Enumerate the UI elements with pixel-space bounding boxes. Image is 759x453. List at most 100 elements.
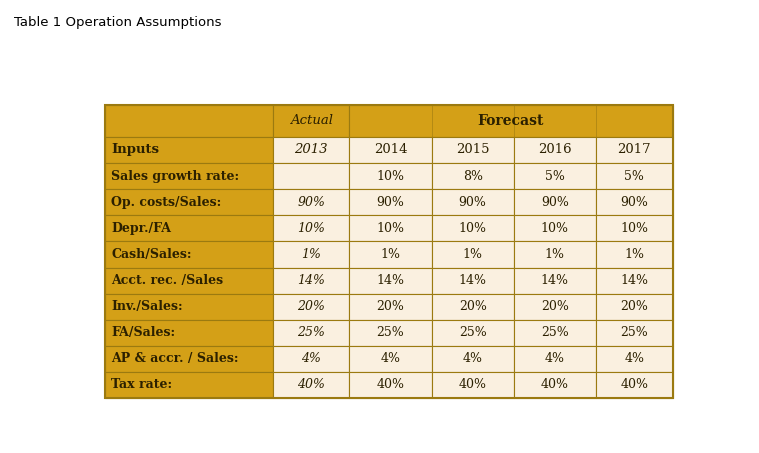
- Text: 8%: 8%: [463, 170, 483, 183]
- Text: 14%: 14%: [541, 274, 568, 287]
- Text: 90%: 90%: [541, 196, 568, 209]
- Bar: [272, 189, 349, 215]
- Text: 40%: 40%: [297, 378, 325, 391]
- Bar: [272, 163, 349, 189]
- Bar: [349, 294, 432, 320]
- Text: Inputs: Inputs: [112, 144, 159, 156]
- Bar: [514, 372, 596, 398]
- Text: 5%: 5%: [545, 170, 565, 183]
- Text: Cash/Sales:: Cash/Sales:: [112, 248, 192, 261]
- Bar: [514, 346, 596, 372]
- Bar: [272, 294, 349, 320]
- Bar: [106, 241, 272, 268]
- Bar: [106, 189, 272, 215]
- Bar: [349, 241, 432, 268]
- Bar: [349, 189, 432, 215]
- Bar: [514, 163, 596, 189]
- Text: 14%: 14%: [620, 274, 648, 287]
- Bar: [106, 163, 272, 189]
- Text: Depr./FA: Depr./FA: [112, 222, 172, 235]
- Bar: [349, 215, 432, 241]
- Bar: [432, 163, 514, 189]
- Text: 40%: 40%: [620, 378, 648, 391]
- Text: 1%: 1%: [545, 248, 565, 261]
- Bar: [432, 294, 514, 320]
- Text: Inv./Sales:: Inv./Sales:: [112, 300, 183, 313]
- Text: 90%: 90%: [458, 196, 487, 209]
- Text: 10%: 10%: [458, 222, 487, 235]
- Text: 10%: 10%: [376, 170, 405, 183]
- Bar: [106, 105, 272, 137]
- Bar: [349, 268, 432, 294]
- Text: 25%: 25%: [458, 326, 487, 339]
- Bar: [349, 372, 432, 398]
- Bar: [596, 163, 672, 189]
- Bar: [349, 320, 432, 346]
- Text: 2015: 2015: [456, 144, 490, 156]
- Bar: [596, 268, 672, 294]
- Text: 1%: 1%: [301, 248, 321, 261]
- Bar: [106, 294, 272, 320]
- Text: 4%: 4%: [624, 352, 644, 365]
- Bar: [514, 320, 596, 346]
- Bar: [432, 189, 514, 215]
- Bar: [596, 294, 672, 320]
- Text: Table 1 Operation Assumptions: Table 1 Operation Assumptions: [14, 16, 221, 29]
- Bar: [596, 372, 672, 398]
- Text: 25%: 25%: [297, 326, 325, 339]
- Bar: [272, 346, 349, 372]
- Text: 1%: 1%: [380, 248, 401, 261]
- Text: 25%: 25%: [620, 326, 648, 339]
- Bar: [272, 241, 349, 268]
- Text: 4%: 4%: [545, 352, 565, 365]
- Text: 14%: 14%: [376, 274, 405, 287]
- Text: Tax rate:: Tax rate:: [112, 378, 172, 391]
- Bar: [349, 105, 672, 137]
- Text: 2017: 2017: [617, 144, 651, 156]
- Bar: [106, 105, 672, 398]
- Text: 40%: 40%: [458, 378, 487, 391]
- Text: Forecast: Forecast: [477, 114, 544, 128]
- Bar: [514, 294, 596, 320]
- Text: 20%: 20%: [620, 300, 648, 313]
- Bar: [596, 320, 672, 346]
- Text: 5%: 5%: [625, 170, 644, 183]
- Text: 90%: 90%: [620, 196, 648, 209]
- Text: AP & accr. / Sales:: AP & accr. / Sales:: [112, 352, 239, 365]
- Text: 4%: 4%: [463, 352, 483, 365]
- Text: 20%: 20%: [458, 300, 487, 313]
- Bar: [432, 268, 514, 294]
- Text: 90%: 90%: [376, 196, 405, 209]
- Text: 1%: 1%: [624, 248, 644, 261]
- Bar: [432, 320, 514, 346]
- Text: FA/Sales:: FA/Sales:: [112, 326, 175, 339]
- Text: 20%: 20%: [376, 300, 405, 313]
- Bar: [106, 137, 272, 163]
- Bar: [106, 346, 272, 372]
- Text: Op. costs/Sales:: Op. costs/Sales:: [112, 196, 222, 209]
- Text: 1%: 1%: [463, 248, 483, 261]
- Bar: [514, 215, 596, 241]
- Bar: [272, 268, 349, 294]
- Bar: [514, 268, 596, 294]
- Text: 14%: 14%: [297, 274, 325, 287]
- Bar: [596, 137, 672, 163]
- Bar: [514, 241, 596, 268]
- Bar: [272, 320, 349, 346]
- Bar: [596, 215, 672, 241]
- Text: Actual: Actual: [289, 114, 332, 127]
- Text: 2013: 2013: [294, 144, 328, 156]
- Text: Sales growth rate:: Sales growth rate:: [112, 170, 240, 183]
- Text: 90%: 90%: [297, 196, 325, 209]
- Bar: [514, 137, 596, 163]
- Bar: [272, 372, 349, 398]
- Text: 10%: 10%: [376, 222, 405, 235]
- Bar: [106, 320, 272, 346]
- Bar: [432, 137, 514, 163]
- Text: 40%: 40%: [541, 378, 568, 391]
- Bar: [106, 372, 272, 398]
- Bar: [349, 346, 432, 372]
- Text: 14%: 14%: [458, 274, 487, 287]
- Text: 10%: 10%: [297, 222, 325, 235]
- Bar: [432, 372, 514, 398]
